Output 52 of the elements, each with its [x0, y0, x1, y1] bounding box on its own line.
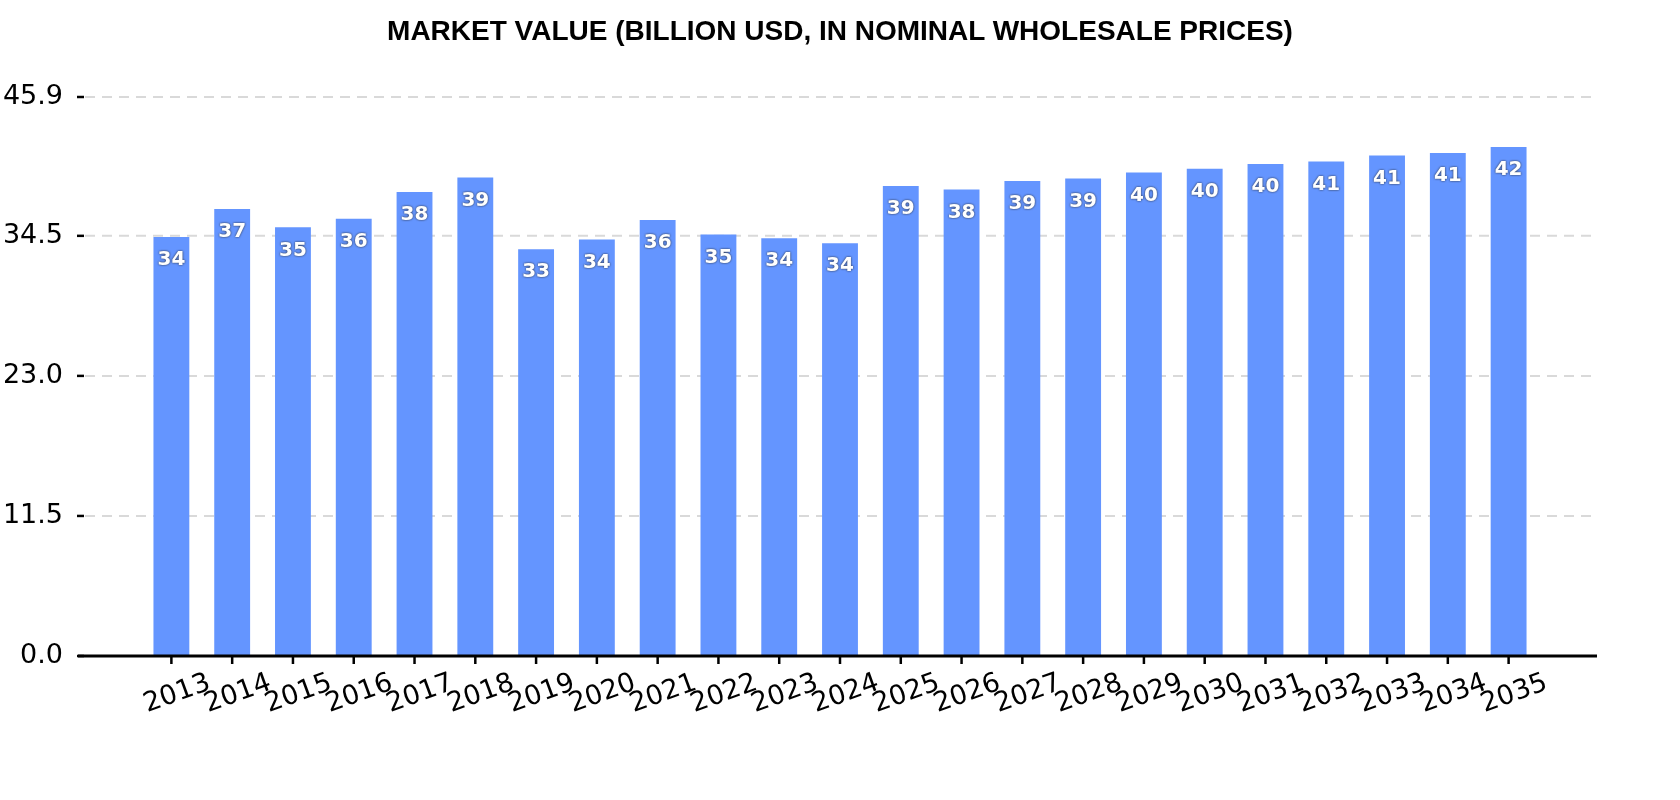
bar	[882, 185, 919, 656]
bar	[578, 239, 615, 656]
data-label: 34	[826, 252, 854, 277]
bar	[1125, 172, 1162, 656]
data-label: 42	[1494, 156, 1523, 181]
data-label: 35	[704, 243, 733, 268]
data-label: 34	[582, 248, 611, 273]
bar	[1247, 163, 1284, 656]
bar	[822, 243, 858, 656]
bar	[761, 238, 798, 656]
data-label: 41	[1433, 162, 1462, 187]
data-label: 35	[279, 236, 307, 261]
bar	[275, 227, 311, 656]
data-label: 40	[1129, 181, 1158, 206]
data-label: 39	[461, 186, 490, 211]
bar	[639, 220, 676, 656]
bar	[153, 237, 190, 656]
bar	[396, 191, 433, 656]
bar	[214, 209, 251, 656]
y-tick-label: 11.5	[2, 497, 63, 529]
bar	[1004, 181, 1041, 656]
data-label: 39	[886, 195, 915, 220]
data-label: 40	[1251, 173, 1280, 198]
data-label: 38	[400, 201, 429, 226]
y-tick-label: 0.0	[20, 638, 63, 670]
bar	[518, 249, 555, 656]
bar	[1490, 146, 1527, 656]
data-label: 40	[1190, 178, 1219, 203]
bar	[1429, 153, 1466, 656]
data-label: 39	[1069, 187, 1098, 212]
bar	[1186, 168, 1223, 656]
bar	[1308, 161, 1345, 656]
data-label: 39	[1008, 190, 1037, 215]
data-label: 34	[765, 247, 794, 272]
y-tick-label: 34.5	[2, 217, 63, 249]
bar	[335, 218, 372, 656]
data-label: 38	[947, 198, 976, 223]
bar	[457, 177, 494, 656]
y-tick-label: 45.9	[2, 79, 63, 111]
data-label: 33	[522, 258, 551, 283]
bar	[1065, 178, 1102, 656]
data-label: 41	[1373, 164, 1401, 189]
data-label: 34	[157, 246, 186, 271]
data-label: 36	[339, 227, 368, 252]
data-label: 41	[1312, 170, 1341, 195]
bar	[943, 189, 980, 656]
chart-title: MARKET VALUE (BILLION USD, IN NOMINAL WHOLESALE PRICES)	[387, 14, 1293, 46]
bar	[700, 234, 737, 656]
bar	[1369, 155, 1405, 656]
y-tick-label: 23.0	[2, 357, 63, 389]
data-label: 37	[218, 218, 247, 243]
data-label: 36	[643, 229, 672, 254]
